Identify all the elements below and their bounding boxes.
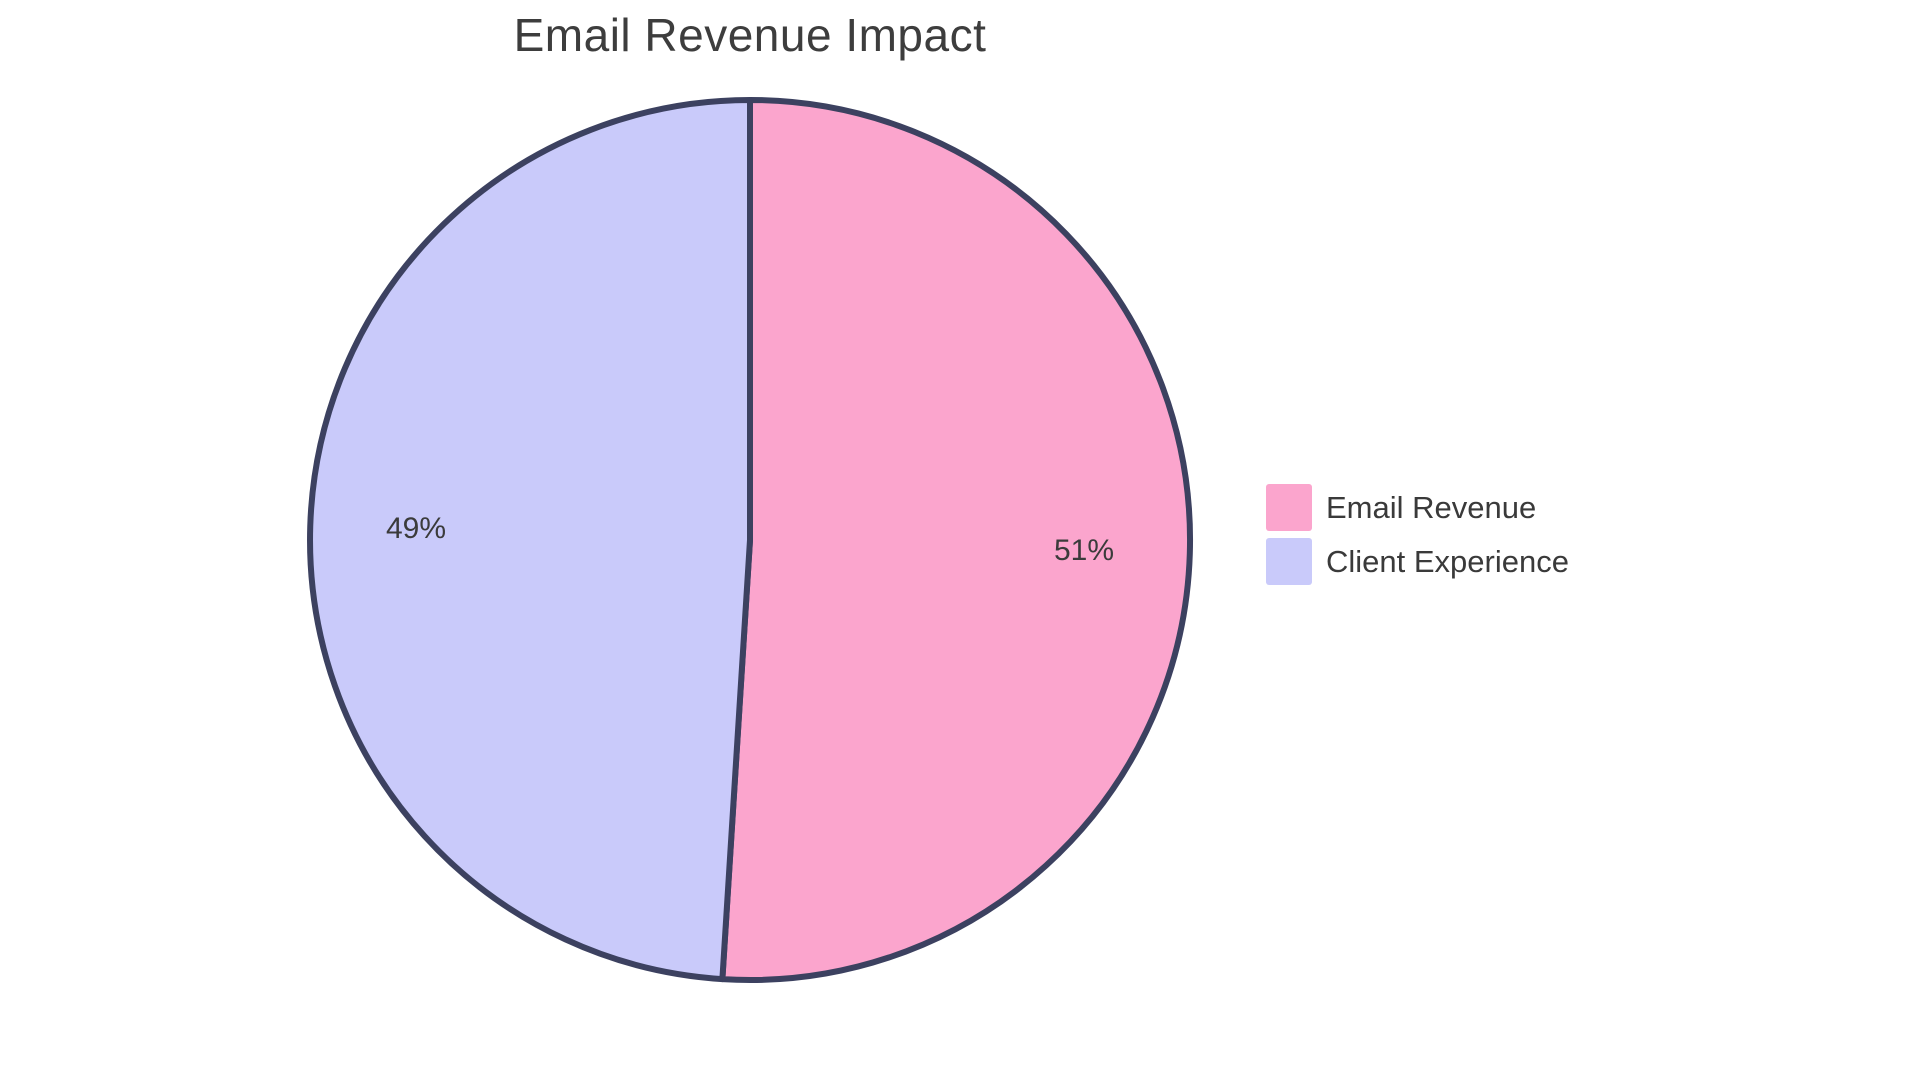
pie-slice-client-experience <box>307 97 753 983</box>
legend-swatch-email-revenue <box>1266 484 1312 531</box>
chart-title: Email Revenue Impact <box>513 9 987 61</box>
legend-item: Client Experience <box>1266 538 1569 585</box>
legend-label-client-experience: Client Experience <box>1326 543 1569 579</box>
legend-item: Email Revenue <box>1266 484 1569 531</box>
pie-slice-email-revenue <box>719 97 1193 983</box>
slice-value-label-email-revenue: 51% <box>1053 534 1115 567</box>
legend-label-email-revenue: Email Revenue <box>1326 489 1537 525</box>
slice-value-label-client-experience: 49% <box>385 512 447 545</box>
pie-chart <box>307 97 1193 983</box>
legend-swatch-client-experience <box>1266 538 1312 585</box>
legend: Email Revenue Client Experience <box>1266 484 1569 585</box>
